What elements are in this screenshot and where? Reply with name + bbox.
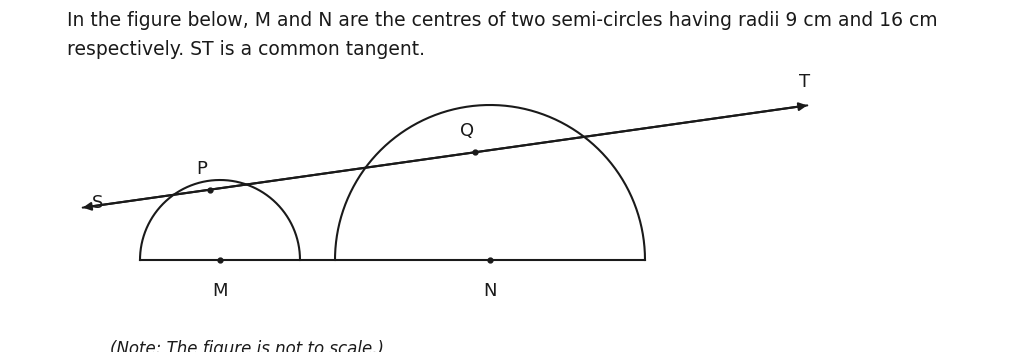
Text: S: S [92, 194, 103, 212]
Text: In the figure below, M and N are the centres of two semi-circles having radii 9 : In the figure below, M and N are the cen… [67, 11, 937, 59]
Text: Q: Q [460, 122, 474, 140]
Text: P: P [197, 160, 208, 178]
Text: T: T [800, 73, 811, 91]
Text: N: N [483, 282, 497, 300]
Text: M: M [212, 282, 227, 300]
Text: (Note: The figure is not to scale.): (Note: The figure is not to scale.) [110, 340, 384, 352]
